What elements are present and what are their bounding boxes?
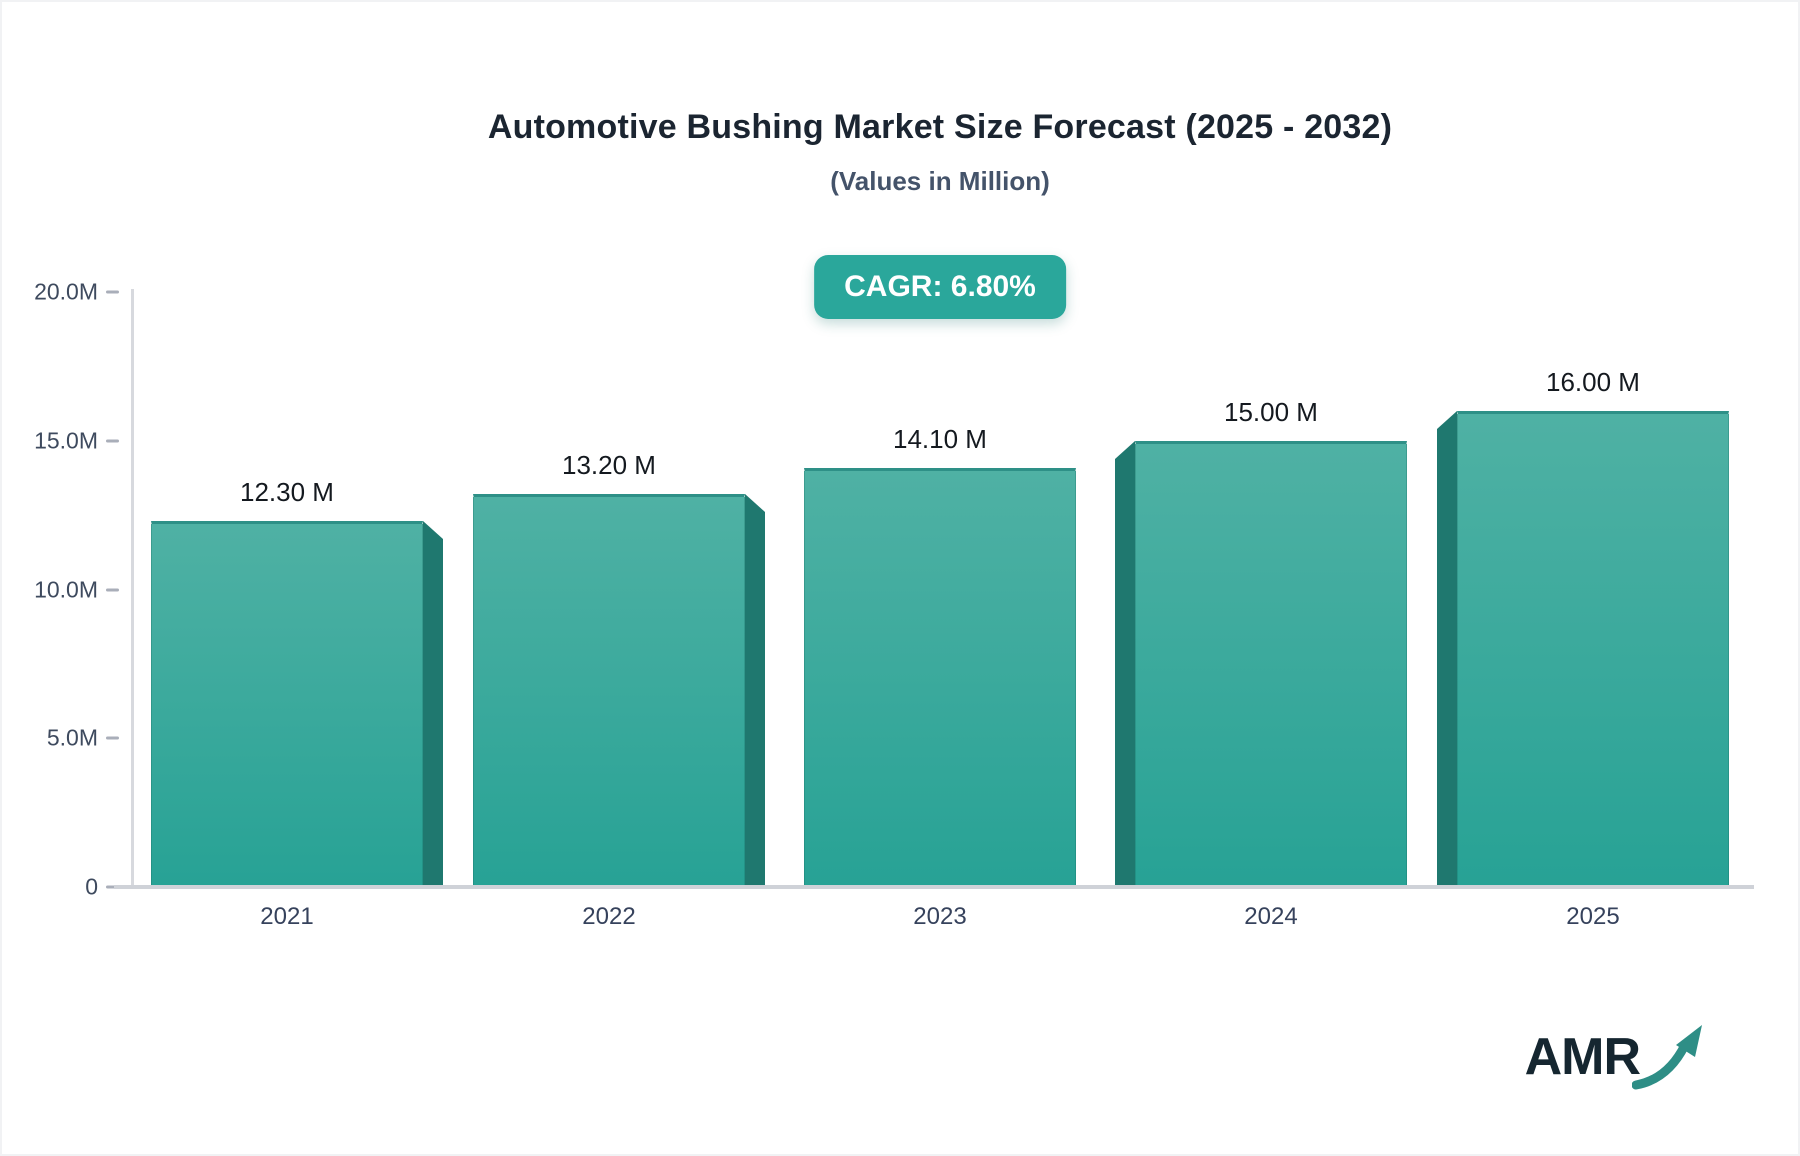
chart-title: Automotive Bushing Market Size Forecast … (487, 108, 1393, 146)
bar (804, 468, 1076, 887)
y-tick-label: 0 (85, 873, 98, 900)
bar (1135, 441, 1407, 887)
y-tick-label: 15.0M (34, 427, 98, 454)
bar (473, 494, 745, 887)
bar-3d-side (423, 521, 443, 887)
y-tick-label: 5.0M (46, 724, 98, 751)
chart-subtitle: (Values in Million) (830, 166, 1050, 196)
x-axis-line (114, 885, 1754, 889)
bar-3d-side (1115, 441, 1135, 887)
growth-arrow-icon (1631, 1023, 1702, 1098)
bar-3d-side (1437, 411, 1457, 887)
y-tick-label: 10.0M (34, 576, 98, 602)
y-tick-dash (106, 885, 119, 889)
bar-3d-side (745, 494, 765, 887)
y-tick-dash (106, 736, 119, 740)
x-axis-category-label: 2024 (1244, 903, 1298, 930)
y-tick-dash (106, 290, 119, 294)
bar-value-label: 16.00 M (1546, 367, 1640, 397)
bar (151, 521, 423, 887)
bar-value-label: 13.20 M (562, 450, 656, 480)
y-tick-dash (106, 588, 119, 591)
brand-logo: AMR (1524, 1025, 1702, 1098)
y-axis-line (131, 289, 134, 887)
y-tick-dash (106, 439, 119, 443)
x-axis-category-label: 2021 (260, 903, 314, 930)
bar-value-label: 15.00 M (1224, 397, 1318, 427)
brand-logo-text: AMR (1524, 1028, 1641, 1086)
x-axis-category-label: 2023 (913, 903, 967, 930)
bar (1457, 411, 1729, 887)
cagr-badge: CAGR: 6.80% (814, 255, 1066, 319)
bar-value-label: 14.10 M (893, 424, 987, 454)
x-axis-category-label: 2025 (1566, 903, 1620, 930)
x-axis-category-label: 2022 (582, 903, 636, 930)
bar-value-label: 12.30 M (240, 477, 334, 507)
y-tick-label: 20.0M (34, 278, 98, 305)
